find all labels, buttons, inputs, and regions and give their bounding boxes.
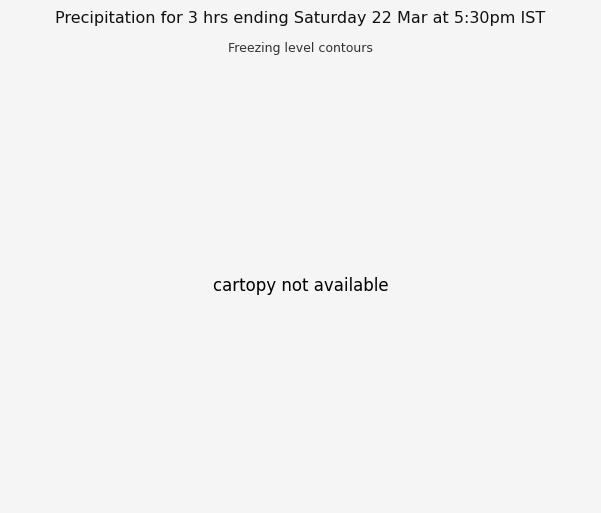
Text: Precipitation for 3 hrs ending Saturday 22 Mar at 5:30pm IST: Precipitation for 3 hrs ending Saturday … — [55, 11, 546, 26]
Text: Freezing level contours: Freezing level contours — [228, 42, 373, 55]
Text: cartopy not available: cartopy not available — [213, 277, 388, 295]
